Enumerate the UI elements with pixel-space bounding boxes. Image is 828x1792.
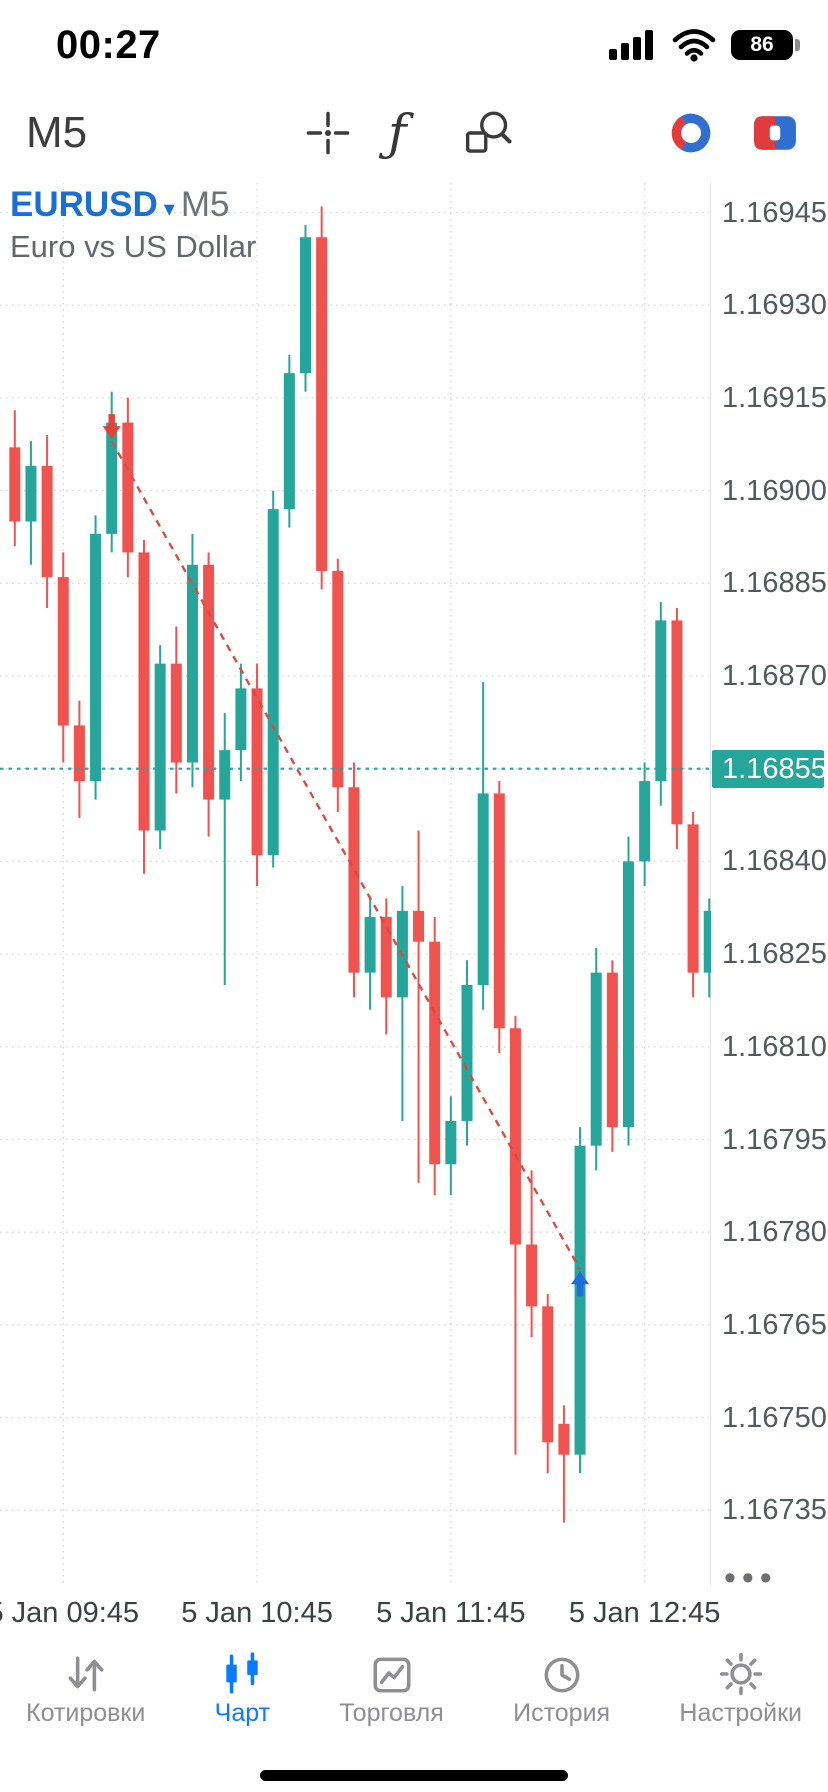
price-axis-label: 1.16900 xyxy=(722,474,827,507)
battery-percent: 86 xyxy=(750,33,774,56)
price-axis-label: 1.16885 xyxy=(722,567,827,600)
quotes-arrows-icon xyxy=(68,1656,104,1692)
battery-icon: 86 xyxy=(731,30,800,60)
price-axis-label: 1.16795 xyxy=(722,1123,827,1156)
tab-quotes[interactable]: Котировки xyxy=(26,1645,145,1757)
tab-label: История xyxy=(513,1699,611,1727)
battery-tip xyxy=(795,39,800,51)
tab-bar: Котировки Чарт Торговля История Настройк… xyxy=(0,1645,828,1757)
price-axis-label: 1.16735 xyxy=(722,1494,827,1527)
donut-chart-icon xyxy=(671,113,711,153)
settings-gear-icon xyxy=(719,1652,762,1696)
indicators-button[interactable]: ƒ xyxy=(388,104,407,162)
price-axis-label: 1.16750 xyxy=(722,1401,827,1434)
price-axis-label: 1.16765 xyxy=(722,1308,827,1341)
symbol-description: Euro vs US Dollar xyxy=(10,229,257,264)
chart-timeframe-label: M5 xyxy=(180,185,230,224)
tab-label: Котировки xyxy=(26,1699,146,1727)
split-panel-icon xyxy=(754,116,796,150)
tab-settings[interactable]: Настройки xyxy=(679,1645,802,1757)
candlestick-chart[interactable] xyxy=(0,183,711,1585)
wifi-icon xyxy=(672,29,716,62)
price-axis-label: 1.16840 xyxy=(722,845,827,878)
objects-button[interactable] xyxy=(462,107,514,159)
dropdown-arrow-icon: ▾ xyxy=(163,196,175,221)
symbol-selector[interactable]: EURUSD ▾ M5 xyxy=(10,183,229,227)
chart-toolbar: M5 ƒ xyxy=(0,92,828,174)
price-axis-label: 1.16810 xyxy=(722,1030,827,1063)
objects-icon xyxy=(465,111,512,153)
time-axis-label: 5 Jan 11:45 xyxy=(376,1597,526,1629)
current-price-badge: 1.16855 xyxy=(712,749,827,788)
symbol-label: EURUSD xyxy=(10,185,158,224)
tab-label: Торговля xyxy=(339,1699,444,1727)
function-icon: ƒ xyxy=(388,104,407,162)
home-indicator[interactable] xyxy=(260,1770,568,1781)
price-axis-label: 1.16945 xyxy=(722,196,827,229)
tab-trade[interactable]: Торговля xyxy=(339,1645,444,1757)
timeframe-button[interactable]: M5 xyxy=(26,108,88,157)
price-axis-label: 1.16915 xyxy=(722,381,827,414)
status-time: 00:27 xyxy=(56,22,161,67)
sell-arrow-marker xyxy=(102,414,121,440)
crosshair-button[interactable] xyxy=(303,108,353,158)
status-bar: 00:27 86 xyxy=(0,0,828,80)
candlestick-icon xyxy=(226,1652,259,1694)
price-axis-label: 1.16870 xyxy=(722,660,827,692)
chart-area: EURUSD ▾ M5 Euro vs US Dollar ••• 1.16945 1… xyxy=(0,183,828,1643)
crosshair-icon xyxy=(306,111,350,155)
more-button[interactable]: ••• xyxy=(724,1559,778,1597)
tab-chart[interactable]: Чарт xyxy=(215,1645,270,1757)
chart-style-button[interactable] xyxy=(668,110,714,156)
buy-arrow-marker xyxy=(571,1271,590,1297)
trade-chart-icon xyxy=(373,1657,411,1693)
history-clock-icon xyxy=(544,1657,580,1693)
cellular-signal-icon xyxy=(609,30,653,60)
tab-history[interactable]: История xyxy=(513,1645,610,1757)
price-axis-label: 1.16780 xyxy=(722,1216,827,1249)
time-axis-label: 5 Jan 10:45 xyxy=(181,1597,333,1629)
tab-label: Чарт xyxy=(214,1699,271,1727)
status-icons: 86 xyxy=(607,28,800,62)
time-axis-label: 5 Jan 09:45 xyxy=(0,1597,140,1629)
time-axis-label: 5 Jan 12:45 xyxy=(568,1597,721,1629)
price-axis-label: 1.16930 xyxy=(722,289,827,322)
tab-label: Настройки xyxy=(679,1699,802,1727)
trading-panel-button[interactable] xyxy=(752,110,798,156)
price-axis-label: 1.16825 xyxy=(722,938,827,971)
